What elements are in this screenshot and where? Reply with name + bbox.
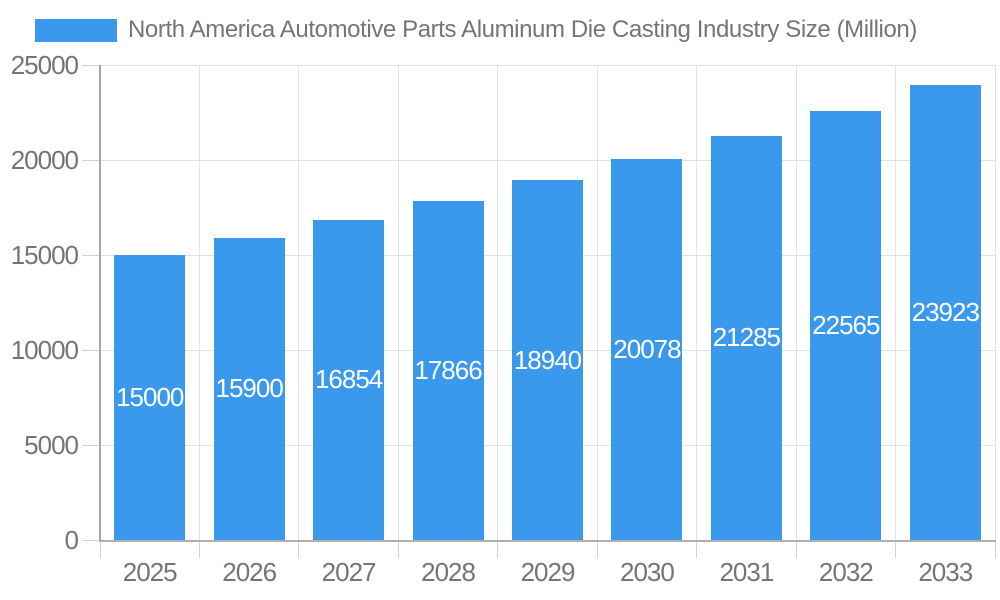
bar-value-label: 22565	[812, 310, 880, 341]
y-axis-tick-label: 10000	[10, 335, 79, 365]
x-axis-tick-label: 2032	[818, 557, 874, 587]
v-gridline	[696, 65, 698, 540]
x-tick-mark	[99, 542, 101, 558]
x-tick-mark	[596, 542, 598, 558]
x-tick-mark	[298, 542, 300, 558]
x-tick-mark	[497, 542, 499, 558]
v-gridline	[298, 65, 300, 540]
y-tick-mark	[82, 444, 100, 446]
x-tick-mark	[696, 542, 698, 558]
chart-legend[interactable]: North America Automotive Parts Aluminum …	[35, 16, 917, 44]
y-tick-mark	[82, 539, 100, 541]
y-axis-tick-label: 5000	[24, 430, 79, 460]
v-gridline	[198, 65, 200, 540]
x-tick-mark	[994, 542, 996, 558]
bar[interactable]: 23923	[909, 85, 981, 540]
y-tick-mark	[82, 254, 100, 256]
x-tick-mark	[198, 542, 200, 558]
v-gridline	[397, 65, 399, 540]
y-tick-mark	[82, 349, 100, 351]
x-axis-tick-label: 2025	[122, 557, 178, 587]
x-tick-mark	[795, 542, 797, 558]
y-tick-mark	[82, 159, 100, 161]
v-gridline	[895, 65, 897, 540]
x-tick-mark	[397, 542, 399, 558]
chart-title: North America Automotive Parts Aluminum …	[128, 16, 917, 43]
x-axis-tick-label: 2027	[321, 557, 377, 587]
y-axis-line	[99, 65, 101, 540]
y-tick-mark	[82, 64, 100, 66]
bar[interactable]: 22565	[810, 111, 882, 540]
x-axis-tick-label: 2028	[421, 557, 476, 587]
x-axis-line	[99, 540, 996, 542]
bar[interactable]: 18940	[512, 180, 583, 540]
x-tick-mark	[895, 542, 897, 558]
bar[interactable]: 20078	[611, 158, 683, 540]
bar[interactable]: 15000	[114, 255, 186, 540]
bar-value-label: 23923	[911, 297, 980, 328]
x-axis-tick-label: 2026	[222, 557, 277, 587]
bar-value-label: 16854	[314, 364, 383, 395]
bar[interactable]: 16854	[313, 219, 385, 540]
v-gridline	[596, 65, 598, 540]
y-axis-tick-label: 0	[64, 525, 79, 555]
x-axis-tick-label: 2033	[918, 557, 973, 587]
legend-swatch	[35, 18, 117, 42]
bar-value-label: 17866	[414, 354, 482, 385]
x-axis-tick-label: 2029	[520, 557, 576, 587]
bar[interactable]: 15900	[213, 237, 285, 540]
v-gridline	[795, 65, 797, 540]
h-gridline	[100, 64, 995, 66]
bar[interactable]: 17866	[412, 200, 484, 540]
bar-value-label: 18940	[513, 344, 582, 375]
v-gridline	[497, 65, 499, 540]
x-axis-tick-label: 2030	[620, 557, 675, 587]
h-gridline	[100, 159, 995, 161]
x-axis-tick-label: 2031	[719, 557, 774, 587]
y-axis-tick-label: 15000	[10, 240, 79, 270]
y-axis-tick-label: 20000	[10, 145, 79, 175]
v-gridline	[994, 65, 996, 540]
bar-value-label: 15000	[116, 382, 184, 412]
bar-value-label: 15900	[215, 373, 284, 404]
bar-value-label: 20078	[613, 333, 681, 364]
y-axis-tick-label: 25000	[10, 50, 79, 80]
bar-value-label: 21285	[712, 322, 781, 353]
bar[interactable]: 21285	[710, 135, 782, 540]
